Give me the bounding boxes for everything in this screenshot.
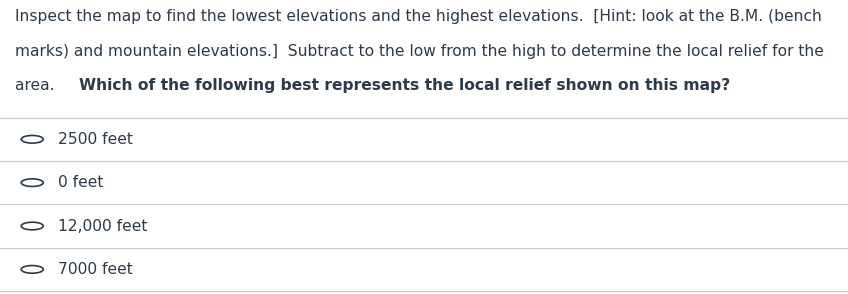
Text: 12,000 feet: 12,000 feet [58,218,147,233]
Text: 0 feet: 0 feet [58,175,103,190]
Text: area.: area. [15,78,64,93]
Text: marks) and mountain elevations.]  Subtract to the low from the high to determine: marks) and mountain elevations.] Subtrac… [15,44,824,59]
Text: Which of the following best represents the local relief shown on this map?: Which of the following best represents t… [79,78,730,93]
Text: 2500 feet: 2500 feet [58,132,132,147]
Text: Inspect the map to find the lowest elevations and the highest elevations.  [Hint: Inspect the map to find the lowest eleva… [15,9,823,24]
Text: 7000 feet: 7000 feet [58,262,132,277]
